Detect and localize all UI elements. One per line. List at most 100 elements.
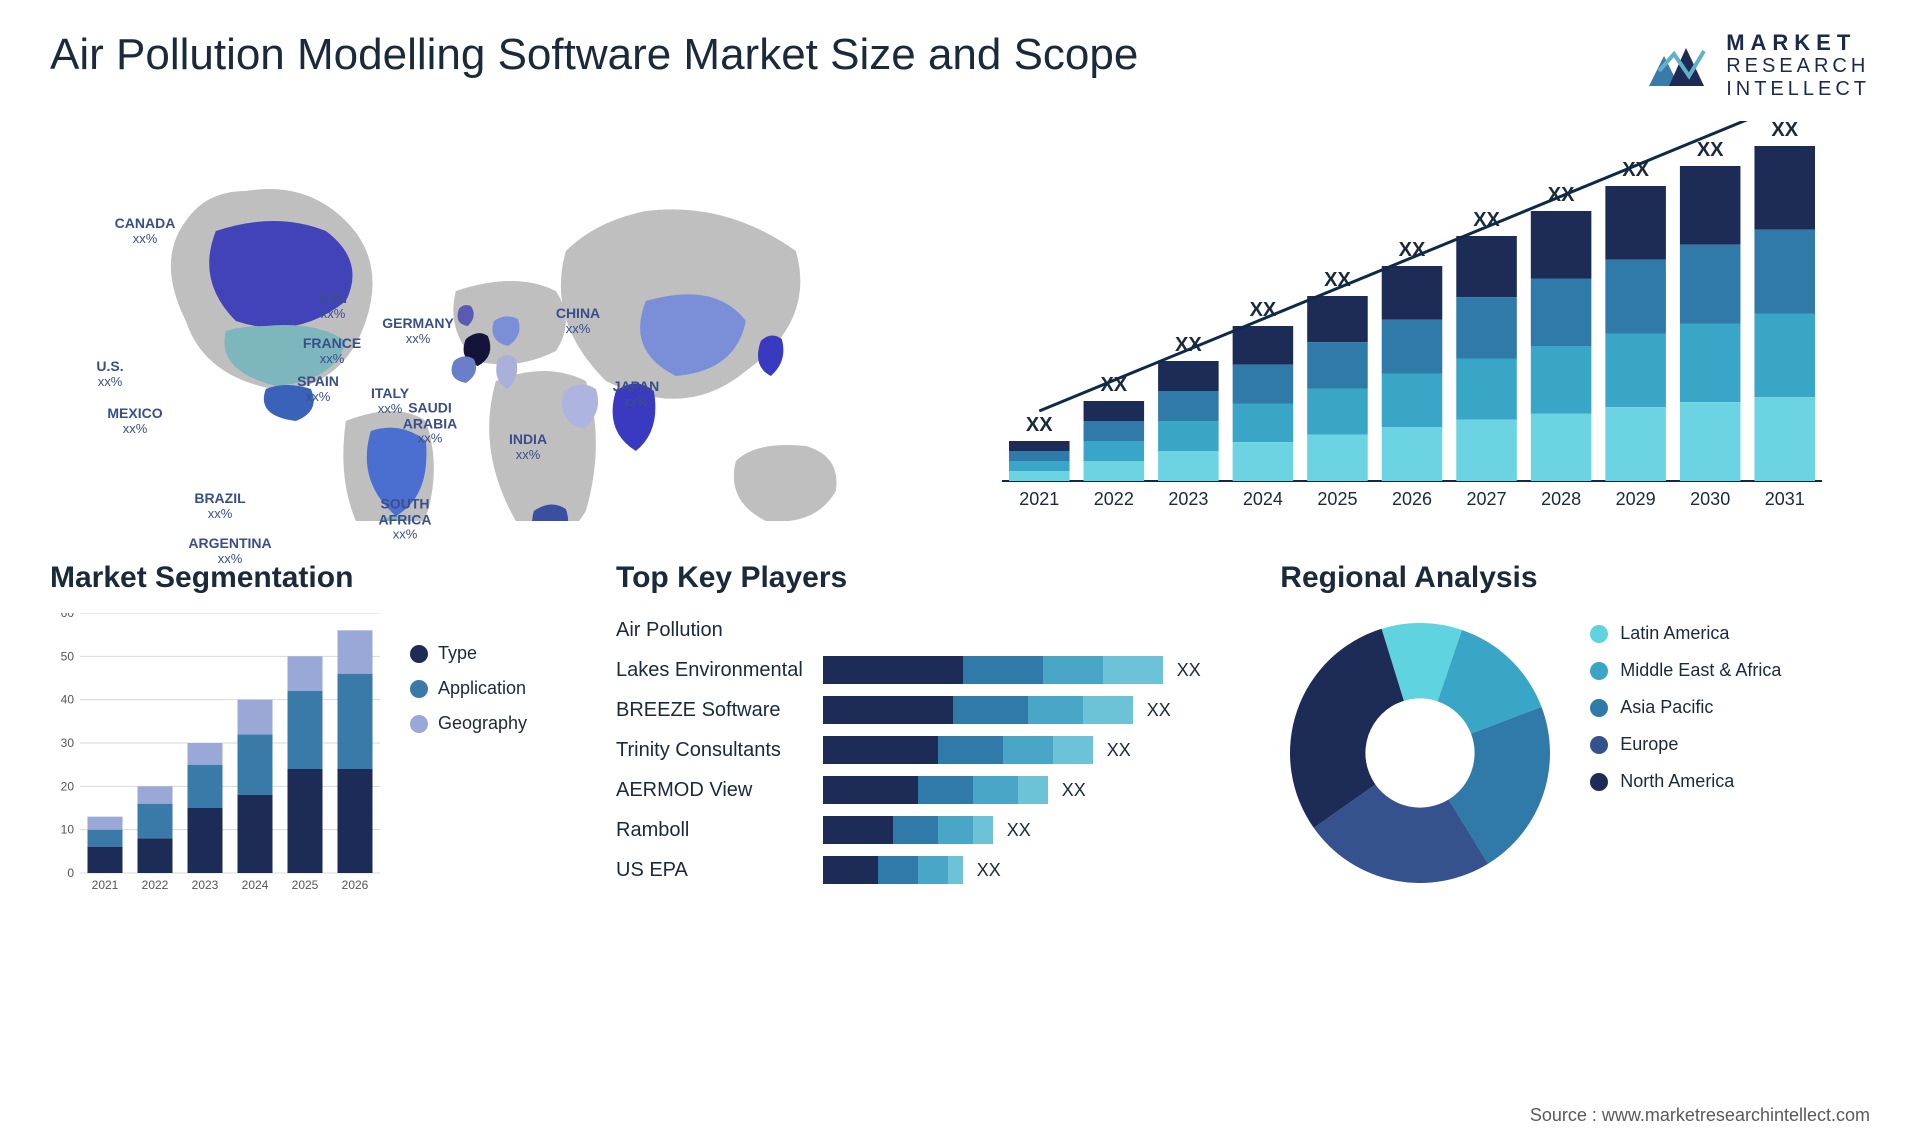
reg-legend-label: Europe <box>1620 734 1678 755</box>
map-label-argentina: ARGENTINAxx% <box>188 536 271 566</box>
player-row: XX <box>823 813 1201 847</box>
svg-text:2022: 2022 <box>1093 489 1133 509</box>
player-bar-segment <box>948 856 963 884</box>
map-label-saudiarabia: SAUDIARABIAxx% <box>403 401 457 446</box>
player-bar-segment <box>1018 776 1048 804</box>
players-header: Air Pollution <box>616 613 803 647</box>
svg-text:2025: 2025 <box>292 878 319 892</box>
player-bar <box>823 776 1048 804</box>
map-label-france: FRANCExx% <box>303 336 361 366</box>
svg-text:2022: 2022 <box>142 878 169 892</box>
swatch-icon <box>1590 773 1608 791</box>
regional-title: Regional Analysis <box>1280 561 1870 595</box>
players-header-spacer <box>823 613 1201 647</box>
reg-legend-item: Latin America <box>1590 623 1781 644</box>
segmentation-legend: Type Application Geography <box>410 613 527 903</box>
svg-text:40: 40 <box>61 693 75 707</box>
player-bar-segment <box>973 816 993 844</box>
top-players-panel: Top Key Players Air PollutionLakes Envir… <box>616 561 1230 903</box>
player-bar-segment <box>953 696 1028 724</box>
svg-text:2023: 2023 <box>1168 489 1208 509</box>
svg-text:2024: 2024 <box>1243 489 1283 509</box>
map-label-germany: GERMANYxx% <box>382 316 454 346</box>
regional-legend: Latin America Middle East & Africa Asia Pa… <box>1590 613 1781 792</box>
player-value: XX <box>977 860 1001 881</box>
player-label: AERMOD View <box>616 773 803 807</box>
reg-legend-item: Europe <box>1590 734 1781 755</box>
segmentation-chart: 0102030405060202120222023202420252026 <box>50 613 380 898</box>
seg-legend-label: Type <box>438 643 477 664</box>
reg-legend-item: Asia Pacific <box>1590 697 1781 718</box>
player-bar-segment <box>878 856 918 884</box>
svg-text:10: 10 <box>61 823 75 837</box>
regional-panel: Regional Analysis Latin America Middle Ea… <box>1280 561 1870 903</box>
player-label: BREEZE Software <box>616 693 803 727</box>
player-label: Trinity Consultants <box>616 733 803 767</box>
player-bar-segment <box>1003 736 1053 764</box>
seg-legend-application: Application <box>410 678 527 699</box>
seg-legend-label: Geography <box>438 713 527 734</box>
svg-text:2028: 2028 <box>1541 489 1581 509</box>
map-label-brazil: BRAZILxx% <box>194 491 245 521</box>
player-bar-segment <box>823 696 953 724</box>
world-map-panel: CANADAxx%U.S.xx%MEXICOxx%BRAZILxx%ARGENT… <box>50 121 962 521</box>
player-bar <box>823 856 963 884</box>
swatch-icon <box>410 680 428 698</box>
seg-legend-type: Type <box>410 643 527 664</box>
top-row: CANADAxx%U.S.xx%MEXICOxx%BRAZILxx%ARGENT… <box>50 121 1870 521</box>
svg-text:2025: 2025 <box>1317 489 1357 509</box>
segmentation-panel: Market Segmentation 01020304050602021202… <box>50 561 566 903</box>
map-label-japan: JAPANxx% <box>613 379 659 409</box>
map-label-southafrica: SOUTHAFRICAxx% <box>379 497 432 542</box>
svg-text:XX: XX <box>1697 139 1724 161</box>
swatch-icon <box>410 645 428 663</box>
map-label-us: U.S.xx% <box>96 359 123 389</box>
svg-text:2030: 2030 <box>1690 489 1730 509</box>
seg-legend-geography: Geography <box>410 713 527 734</box>
player-bar <box>823 696 1133 724</box>
regional-donut <box>1280 613 1560 893</box>
player-label: Ramboll <box>616 813 803 847</box>
player-bar-segment <box>938 816 973 844</box>
player-bar-segment <box>823 656 963 684</box>
player-row: XX <box>823 693 1201 727</box>
svg-text:0: 0 <box>67 866 74 880</box>
player-label: US EPA <box>616 853 803 887</box>
map-label-mexico: MEXICOxx% <box>107 406 162 436</box>
reg-legend-label: North America <box>1620 771 1734 792</box>
svg-text:XX: XX <box>1026 414 1053 436</box>
player-value: XX <box>1177 660 1201 681</box>
logo-icon <box>1644 36 1714 96</box>
player-bar <box>823 816 993 844</box>
svg-text:50: 50 <box>61 650 75 664</box>
player-label: Lakes Environmental <box>616 653 803 687</box>
swatch-icon <box>1590 625 1608 643</box>
bottom-row: Market Segmentation 01020304050602021202… <box>50 561 1870 903</box>
svg-text:60: 60 <box>61 613 75 620</box>
player-bar-segment <box>893 816 938 844</box>
player-bar-segment <box>918 856 948 884</box>
player-row: XX <box>823 853 1201 887</box>
player-bar-segment <box>963 656 1043 684</box>
svg-text:2021: 2021 <box>92 878 119 892</box>
svg-text:2024: 2024 <box>242 878 269 892</box>
svg-text:2031: 2031 <box>1764 489 1804 509</box>
player-value: XX <box>1107 740 1131 761</box>
brand-logo: MARKET RESEARCH INTELLECT <box>1644 30 1870 101</box>
logo-text-2: RESEARCH <box>1726 55 1870 78</box>
map-label-uk: U.K.xx% <box>319 291 347 321</box>
svg-text:2029: 2029 <box>1615 489 1655 509</box>
logo-text-1: MARKET <box>1726 30 1870 55</box>
player-bar-segment <box>973 776 1018 804</box>
svg-text:30: 30 <box>61 736 75 750</box>
svg-text:2021: 2021 <box>1019 489 1059 509</box>
swatch-icon <box>1590 662 1608 680</box>
players-bar-column: XXXXXXXXXXXX <box>823 613 1201 887</box>
player-bar <box>823 736 1093 764</box>
seg-legend-label: Application <box>438 678 526 699</box>
player-bar-segment <box>823 856 878 884</box>
player-bar-segment <box>1043 656 1103 684</box>
player-bar-segment <box>1083 696 1133 724</box>
svg-text:2023: 2023 <box>192 878 219 892</box>
reg-legend-item: Middle East & Africa <box>1590 660 1781 681</box>
